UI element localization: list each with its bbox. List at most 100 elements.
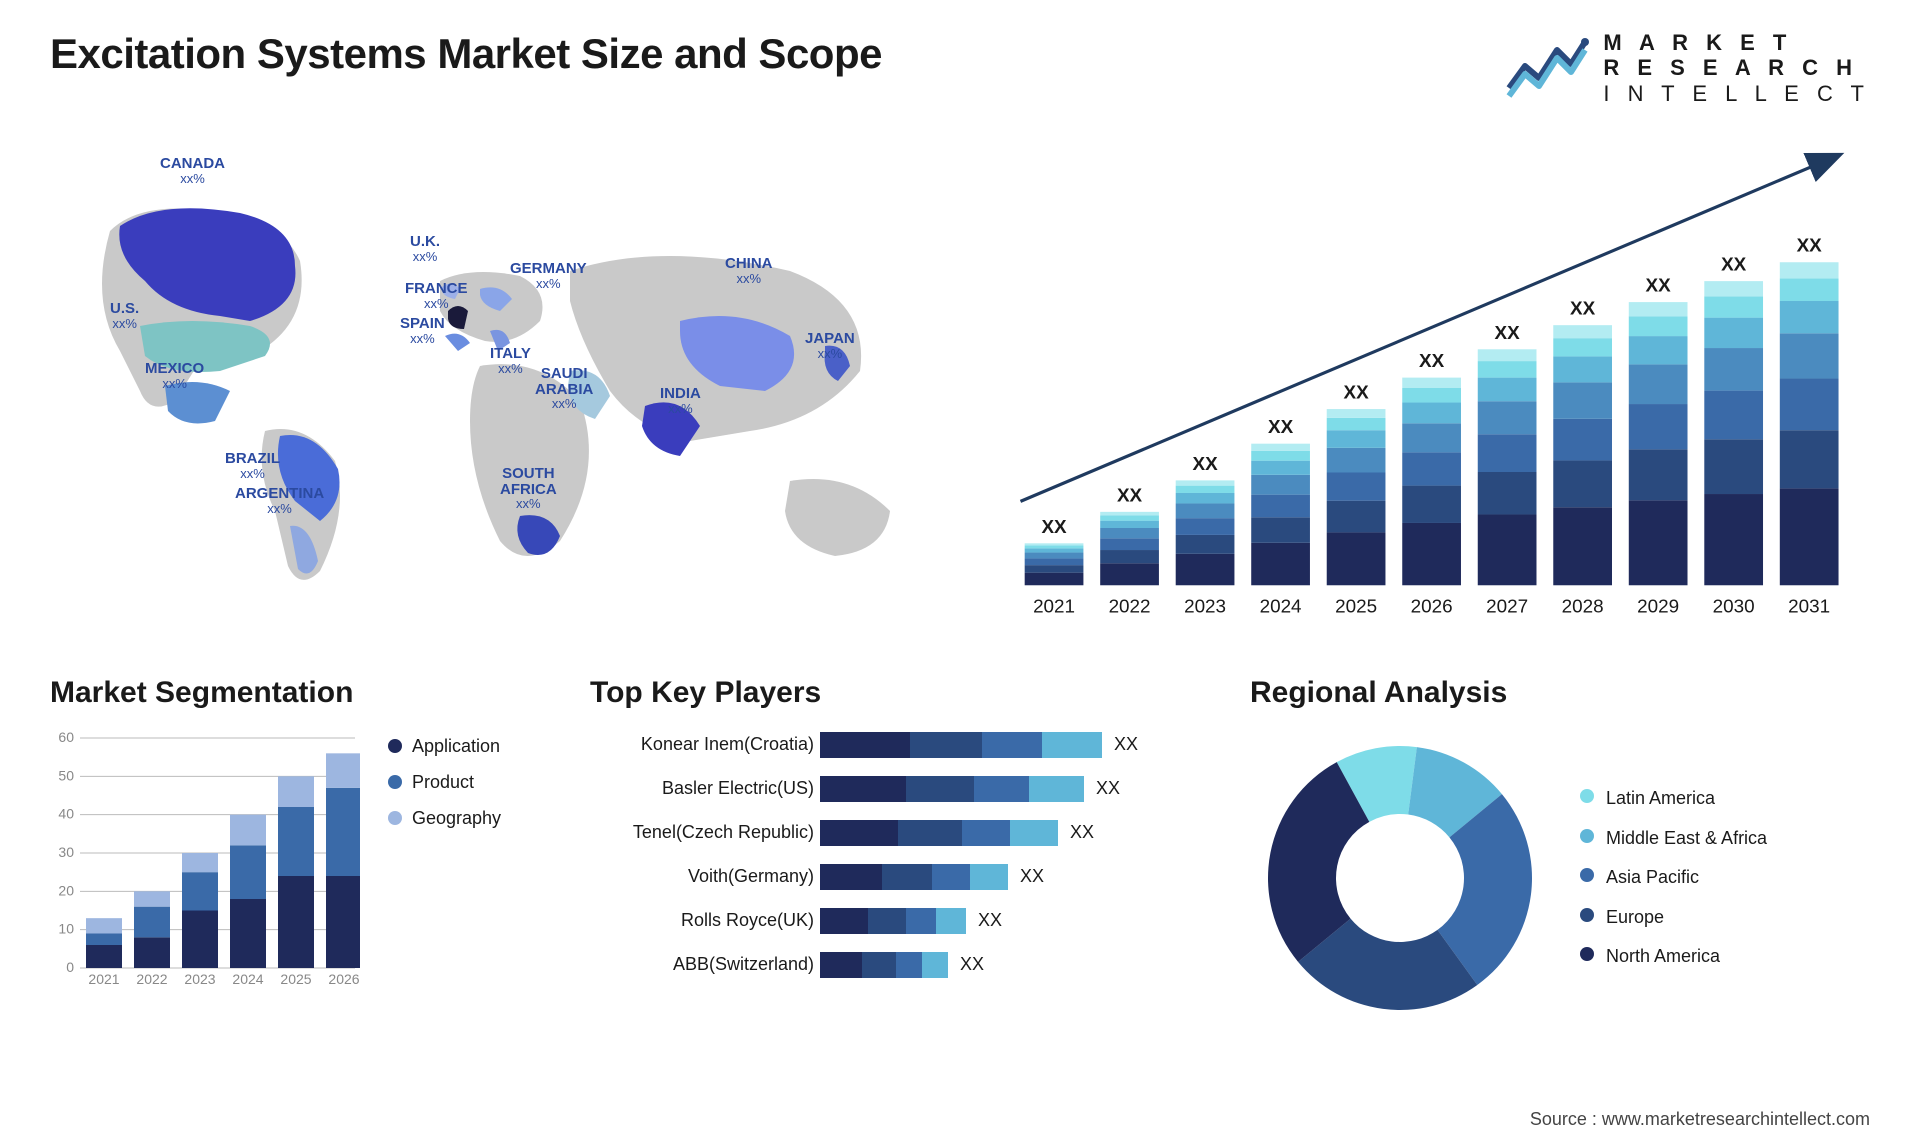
map-label: BRAZILxx%: [225, 451, 280, 480]
logo-mark-icon: [1505, 36, 1589, 100]
growth-bar-segment: [1553, 382, 1612, 418]
growth-bar-segment: [1478, 472, 1537, 514]
growth-year-label: 2021: [1033, 595, 1075, 616]
growth-bar-segment: [1780, 333, 1839, 378]
legend-swatch-icon: [1580, 947, 1594, 961]
growth-bar-segment: [1176, 486, 1235, 493]
growth-bar-segment: [1251, 475, 1310, 495]
segmentation-chart: 0102030405060202120222023202420252026: [50, 728, 360, 988]
seg-bar-segment: [134, 891, 170, 906]
segmentation-legend: ApplicationProductGeography: [388, 728, 501, 836]
y-tick-label: 10: [58, 921, 74, 937]
growth-bar-segment: [1629, 302, 1688, 316]
growth-bar-segment: [1025, 543, 1084, 545]
growth-year-label: 2025: [1335, 595, 1377, 616]
legend-label: Europe: [1606, 898, 1664, 938]
growth-bar-segment: [1478, 401, 1537, 434]
legend-label: Application: [412, 728, 500, 764]
growth-year-label: 2023: [1184, 595, 1226, 616]
player-value: XX: [1096, 778, 1120, 799]
growth-bar-segment: [1704, 494, 1763, 585]
player-bar: [820, 864, 1008, 890]
seg-bar-segment: [326, 788, 360, 876]
seg-bar-segment: [326, 753, 360, 788]
map-label: CANADAxx%: [160, 156, 225, 185]
player-bar: [820, 820, 1058, 846]
legend-swatch-icon: [388, 739, 402, 753]
growth-bar-segment: [1025, 552, 1084, 558]
y-tick-label: 50: [58, 767, 74, 783]
growth-bar-segment: [1553, 325, 1612, 338]
regional-legend-item: Asia Pacific: [1580, 858, 1767, 898]
growth-bar-segment: [1327, 409, 1386, 418]
player-bar: [820, 776, 1084, 802]
player-bar: [820, 732, 1102, 758]
growth-bar-label: XX: [1419, 350, 1445, 371]
seg-bar-segment: [278, 876, 314, 968]
growth-year-label: 2027: [1486, 595, 1528, 616]
segmentation-panel: Market Segmentation 01020304050602021202…: [50, 676, 550, 1028]
player-value: XX: [978, 910, 1002, 931]
growth-year-label: 2031: [1788, 595, 1830, 616]
growth-bar-segment: [1629, 500, 1688, 585]
growth-bar-segment: [1176, 535, 1235, 554]
growth-bar-segment: [1251, 444, 1310, 451]
regional-panel: Regional Analysis Latin AmericaMiddle Ea…: [1250, 676, 1870, 1028]
growth-bar-segment: [1780, 278, 1839, 301]
growth-bar-segment: [1176, 480, 1235, 485]
growth-bar-segment: [1176, 503, 1235, 518]
growth-bar-segment: [1629, 316, 1688, 336]
player-bar-segment: [922, 952, 948, 978]
player-bar-segment: [1010, 820, 1058, 846]
seg-bar-segment: [182, 910, 218, 968]
map-label: U.S.xx%: [110, 301, 139, 330]
seg-bar-segment: [134, 907, 170, 938]
map-label: SPAINxx%: [400, 316, 445, 345]
growth-bar-segment: [1100, 515, 1159, 520]
growth-bar-segment: [1025, 565, 1084, 573]
regional-legend-item: Middle East & Africa: [1580, 819, 1767, 859]
regional-donut: [1250, 728, 1550, 1028]
seg-legend-item: Application: [388, 728, 501, 764]
legend-swatch-icon: [1580, 868, 1594, 882]
map-label: CHINAxx%: [725, 256, 773, 285]
growth-year-label: 2024: [1260, 595, 1302, 616]
growth-bar-segment: [1327, 501, 1386, 533]
seg-year-label: 2025: [280, 971, 311, 987]
segmentation-title: Market Segmentation: [50, 676, 550, 710]
players-chart: Konear Inem(Croatia) XX Basler Electric(…: [590, 728, 1210, 982]
growth-bar-label: XX: [1192, 453, 1218, 474]
legend-swatch-icon: [1580, 829, 1594, 843]
seg-year-label: 2026: [328, 971, 359, 987]
logo-text: M A R K E T R E S E A R C H I N T E L L …: [1603, 30, 1870, 106]
growth-bar-segment: [1402, 402, 1461, 423]
player-bar: [820, 952, 948, 978]
map-label: U.K.xx%: [410, 234, 440, 263]
world-map-panel: CANADAxx%U.S.xx%MEXICOxx%BRAZILxx%ARGENT…: [50, 136, 950, 636]
player-bar-segment: [974, 776, 1029, 802]
player-row: Basler Electric(US) XX: [590, 772, 1210, 806]
player-bar-segment: [910, 732, 982, 758]
seg-year-label: 2023: [184, 971, 215, 987]
player-bar-segment: [936, 908, 966, 934]
seg-bar-segment: [230, 845, 266, 899]
growth-bar-segment: [1251, 543, 1310, 585]
player-value: XX: [1114, 734, 1138, 755]
y-tick-label: 20: [58, 882, 74, 898]
growth-bar-segment: [1402, 523, 1461, 585]
growth-bar-segment: [1327, 448, 1386, 473]
growth-bar-segment: [1025, 573, 1084, 586]
header: Excitation Systems Market Size and Scope…: [50, 30, 1870, 106]
seg-bar-segment: [86, 933, 122, 945]
map-label: GERMANYxx%: [510, 261, 587, 290]
growth-bar-segment: [1553, 507, 1612, 585]
player-name: Basler Electric(US): [590, 778, 820, 799]
player-row: Tenel(Czech Republic) XX: [590, 816, 1210, 850]
growth-bar-segment: [1327, 532, 1386, 585]
growth-bar-segment: [1704, 296, 1763, 317]
growth-bar-segment: [1629, 449, 1688, 500]
player-bar-segment: [820, 732, 910, 758]
growth-bar-label: XX: [1495, 322, 1521, 343]
growth-bar-label: XX: [1041, 516, 1067, 537]
seg-year-label: 2024: [232, 971, 263, 987]
